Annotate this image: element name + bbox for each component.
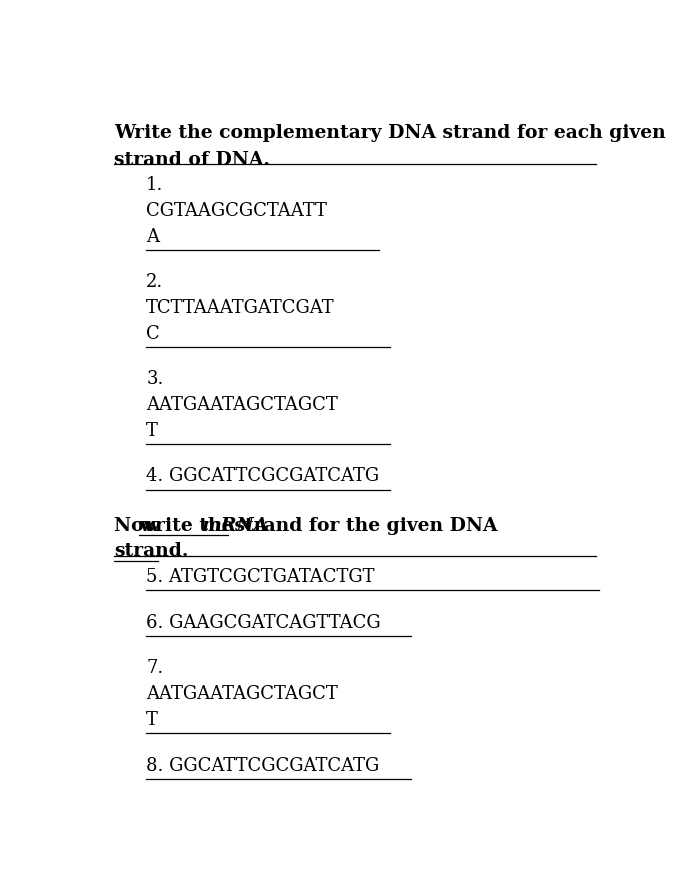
Text: mRNA: mRNA [202, 516, 269, 535]
Text: TCTTAAATGATCGAT: TCTTAAATGATCGAT [146, 299, 335, 317]
Text: A: A [146, 228, 159, 246]
Text: 7.: 7. [146, 660, 163, 677]
Text: T: T [146, 710, 158, 729]
Text: CGTAAGCGCTAATT: CGTAAGCGCTAATT [146, 202, 327, 220]
Text: strand for the given DNA: strand for the given DNA [228, 516, 498, 535]
Text: T: T [146, 422, 158, 439]
Text: AATGAATAGCTAGCT: AATGAATAGCTAGCT [146, 396, 338, 414]
Text: Write the complementary DNA strand for each given: Write the complementary DNA strand for e… [115, 124, 666, 142]
Text: 6. GAAGCGATCAGTTACG: 6. GAAGCGATCAGTTACG [146, 613, 381, 632]
Text: Now: Now [115, 516, 167, 535]
Text: AATGAATAGCTAGCT: AATGAATAGCTAGCT [146, 685, 338, 704]
Text: write the: write the [139, 516, 240, 535]
Text: 2.: 2. [146, 274, 163, 291]
Text: strand.: strand. [115, 542, 189, 560]
Text: strand of DNA.: strand of DNA. [115, 150, 270, 169]
Text: 3.: 3. [146, 370, 164, 388]
Text: 4. GGCATTCGCGATCATG: 4. GGCATTCGCGATCATG [146, 467, 379, 486]
Text: 5. ATGTCGCTGATACTGT: 5. ATGTCGCTGATACTGT [146, 568, 375, 586]
Text: 1.: 1. [146, 177, 164, 194]
Text: C: C [146, 325, 160, 343]
Text: 8. GGCATTCGCGATCATG: 8. GGCATTCGCGATCATG [146, 757, 380, 774]
